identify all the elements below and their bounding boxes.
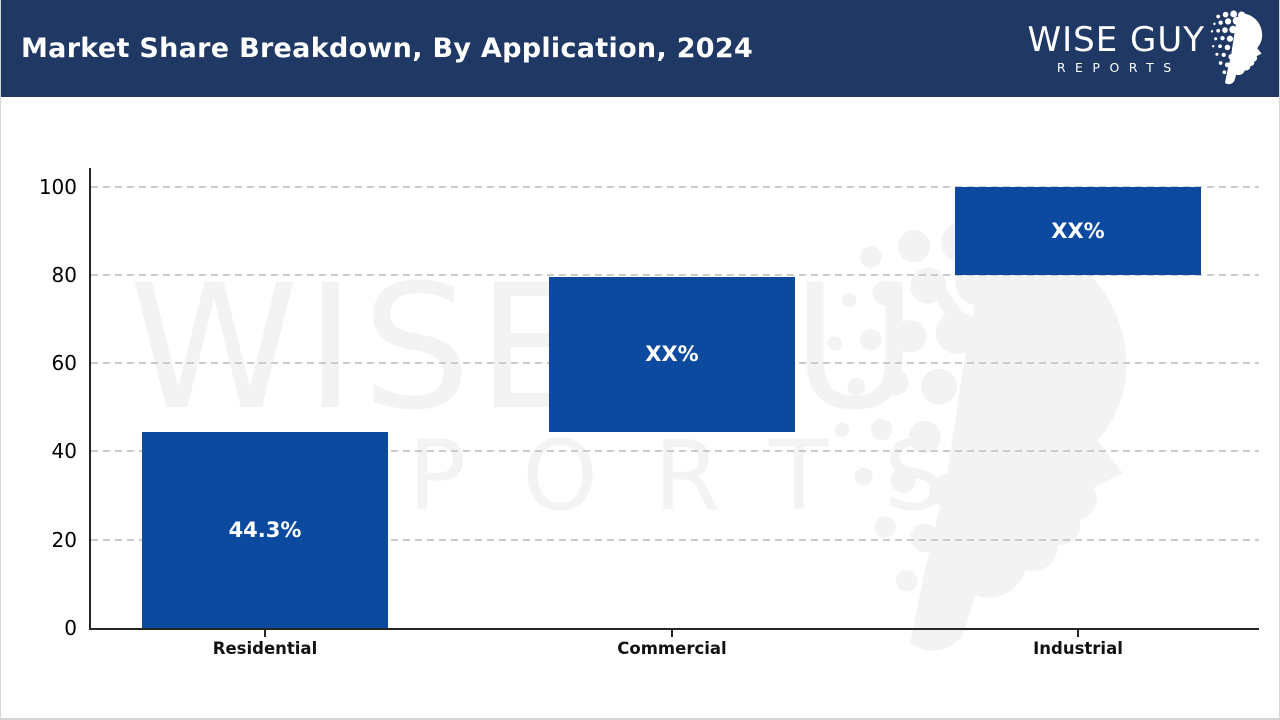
y-tick-label: 0 <box>64 616 77 640</box>
y-axis <box>89 168 91 630</box>
x-category-label: Residential <box>212 639 318 658</box>
chart-title: Market Share Breakdown, By Application, … <box>21 33 754 64</box>
bar-industrial: XX% <box>955 186 1201 275</box>
x-category-label: Commercial <box>617 639 727 658</box>
bar-value-label: XX% <box>1051 218 1105 243</box>
x-axis <box>89 628 1259 630</box>
logo-head-icon <box>1210 10 1263 84</box>
y-tick-label: 60 <box>51 351 77 376</box>
y-tick-label: 40 <box>51 439 77 464</box>
brand-subname: REPORTS <box>1056 59 1181 75</box>
brand-logo-text: WISE GUY REPORTS <box>1027 23 1205 75</box>
gridline <box>91 538 1259 541</box>
header: Market Share Breakdown, By Application, … <box>1 0 1279 97</box>
y-tick-label: 100 <box>38 174 77 199</box>
gridline <box>91 450 1259 453</box>
y-tick-label: 20 <box>51 527 77 552</box>
bar-value-label: XX% <box>645 342 699 367</box>
gridline <box>91 273 1259 276</box>
x-tick <box>1077 630 1079 637</box>
x-tick <box>671 630 673 637</box>
x-tick <box>264 630 266 637</box>
gridline <box>91 185 1259 188</box>
y-tick-label: 80 <box>51 262 77 287</box>
bar-commercial: XX% <box>549 276 795 433</box>
bar-residential: 44.3% <box>142 432 388 628</box>
bar-value-label: 44.3% <box>228 518 302 543</box>
brand-name: WISE GUY <box>1027 19 1205 60</box>
chart-plot-area: WISE GUY REPORTS 0 20 40 60 80 100 44.3% Reside… <box>1 96 1279 718</box>
brand-logo: WISE GUY REPORTS <box>1027 10 1269 88</box>
watermark-head-icon <box>827 222 1127 651</box>
x-category-label: Industrial <box>1033 639 1123 658</box>
